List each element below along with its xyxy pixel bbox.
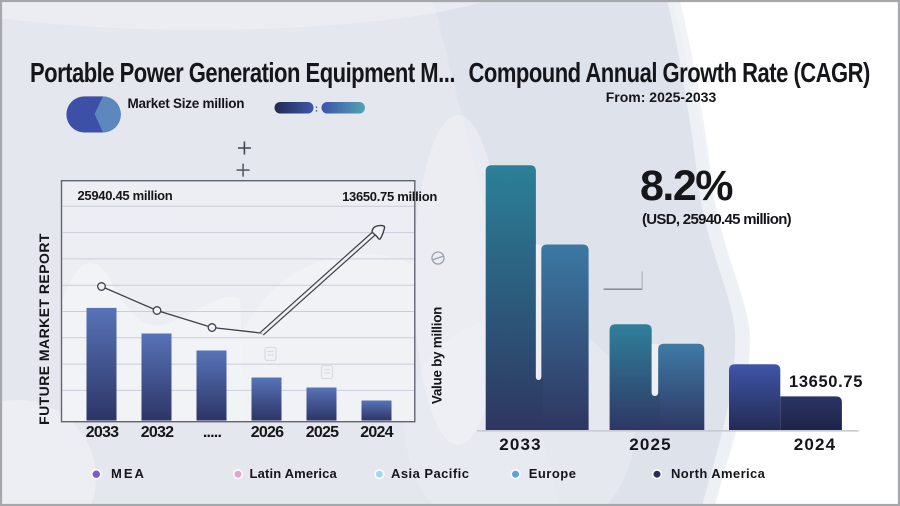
svg-text::: :	[315, 104, 318, 114]
